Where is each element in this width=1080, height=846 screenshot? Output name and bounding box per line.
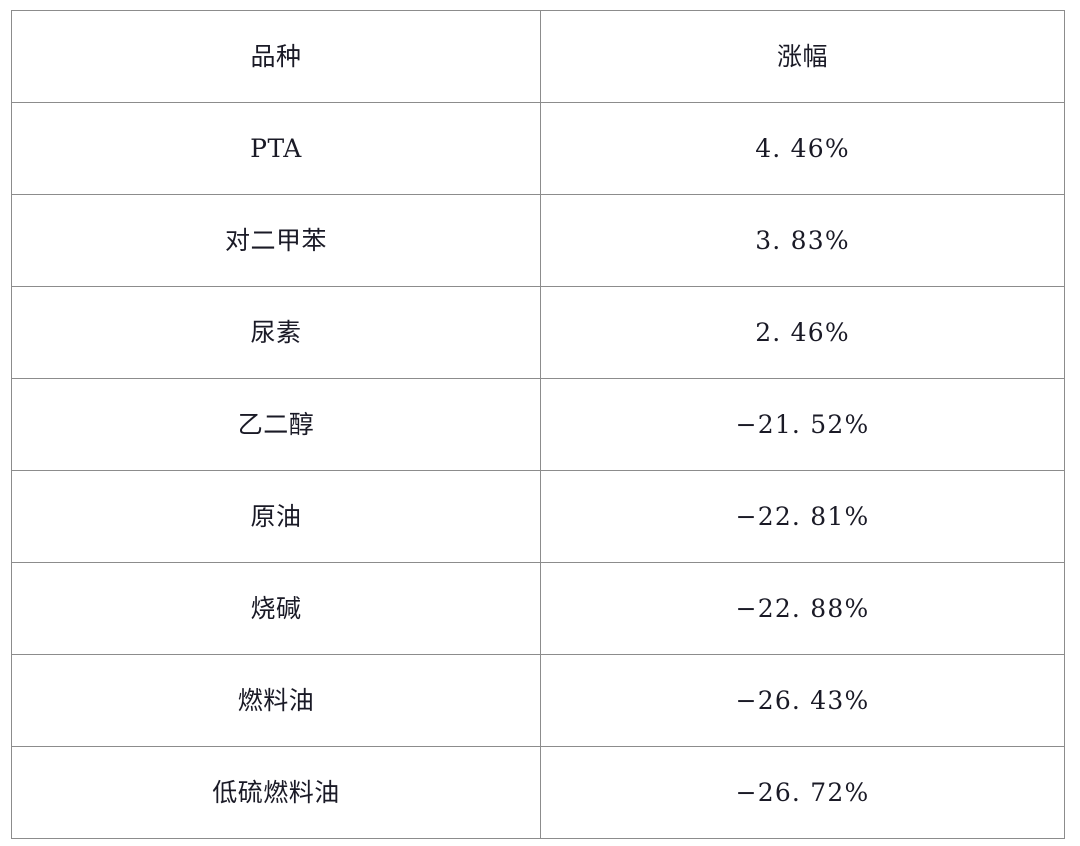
table-row: 对二甲苯 3. 83%: [11, 194, 1065, 287]
change-value: 3. 83%: [755, 225, 850, 255]
cell-change: 2. 46%: [540, 286, 1065, 379]
change-value: −26. 43%: [735, 685, 870, 715]
column-header-variety-label: 品种: [250, 41, 302, 71]
cell-variety: 燃料油: [11, 654, 541, 747]
cell-variety: 低硫燃料油: [11, 746, 541, 839]
table-row: 尿素 2. 46%: [11, 286, 1065, 379]
variety-label: 对二甲苯: [224, 225, 327, 255]
change-value: −21. 52%: [735, 409, 870, 439]
cell-variety: PTA: [11, 102, 541, 195]
cell-change: −22. 88%: [540, 562, 1065, 655]
cell-variety: 尿素: [11, 286, 541, 379]
table-row: 燃料油 −26. 43%: [11, 654, 1065, 747]
variety-label: 低硫燃料油: [212, 777, 340, 807]
table-row: 低硫燃料油 −26. 72%: [11, 746, 1065, 839]
table-row: 乙二醇 −21. 52%: [11, 378, 1065, 471]
cell-variety: 对二甲苯: [11, 194, 541, 287]
table-header-row: 品种 涨幅: [11, 10, 1065, 103]
cell-change: 4. 46%: [540, 102, 1065, 195]
column-header-variety: 品种: [11, 10, 541, 103]
cell-variety: 烧碱: [11, 562, 541, 655]
cell-change: −22. 81%: [540, 470, 1065, 563]
table-body: PTA 4. 46% 对二甲苯 3. 83% 尿素: [11, 102, 1065, 839]
variety-label: 燃料油: [237, 685, 315, 715]
variety-label: PTA: [250, 133, 302, 163]
change-value: 4. 46%: [755, 133, 850, 163]
column-header-change: 涨幅: [540, 10, 1065, 103]
cell-variety: 原油: [11, 470, 541, 563]
table-container: 品种 涨幅 PTA 4. 46%: [11, 10, 1065, 839]
price-change-table: 品种 涨幅 PTA 4. 46%: [11, 10, 1065, 839]
cell-change: −26. 43%: [540, 654, 1065, 747]
change-value: −22. 88%: [735, 593, 870, 623]
cell-change: −21. 52%: [540, 378, 1065, 471]
table-header: 品种 涨幅: [11, 10, 1065, 103]
variety-label: 原油: [250, 501, 302, 531]
table-row: PTA 4. 46%: [11, 102, 1065, 195]
table-row: 烧碱 −22. 88%: [11, 562, 1065, 655]
cell-change: −26. 72%: [540, 746, 1065, 839]
variety-label: 尿素: [250, 317, 302, 347]
change-value: −26. 72%: [735, 777, 870, 807]
cell-variety: 乙二醇: [11, 378, 541, 471]
column-header-change-label: 涨幅: [776, 41, 828, 71]
cell-change: 3. 83%: [540, 194, 1065, 287]
variety-label: 乙二醇: [237, 409, 315, 439]
variety-label: 烧碱: [250, 593, 302, 623]
table-row: 原油 −22. 81%: [11, 470, 1065, 563]
change-value: −22. 81%: [735, 501, 870, 531]
change-value: 2. 46%: [755, 317, 850, 347]
